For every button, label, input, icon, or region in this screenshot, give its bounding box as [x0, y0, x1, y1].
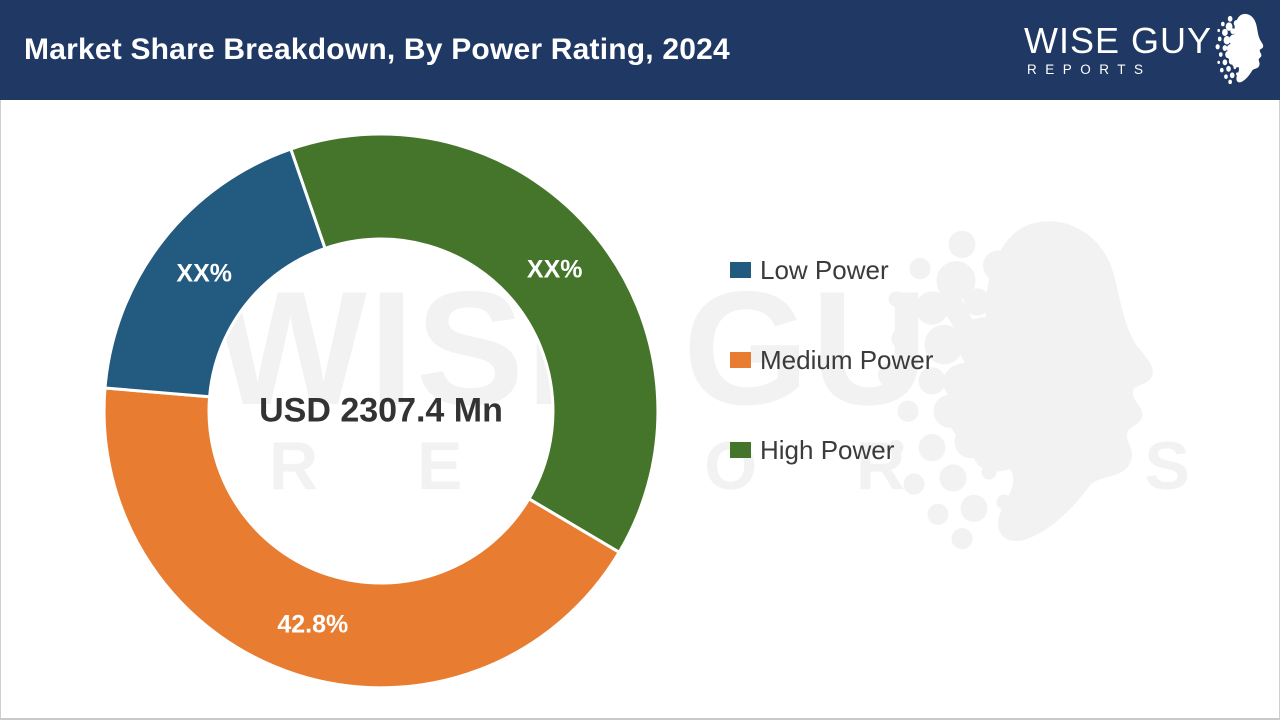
donut-segment-low-power: [103, 147, 327, 399]
chart-center-value: USD 2307.4 Mn: [259, 391, 503, 430]
brand-face-icon: [1214, 11, 1266, 89]
legend-item-medium-power: Medium Power: [730, 344, 933, 376]
segment-label: XX%: [527, 256, 583, 284]
legend-item-high-power: High Power: [730, 434, 933, 466]
legend-swatch-high-power: [730, 442, 751, 458]
segment-label: XX%: [176, 260, 232, 288]
brand-logo-text: WISE GUY REPORTS: [1023, 20, 1212, 78]
legend-swatch-low-power: [730, 262, 751, 278]
legend: Low Power Medium Power High Power: [730, 254, 933, 524]
chart-area: WISE GUY R E P O R T S XX% 42.8% XX% USD 2…: [0, 100, 1280, 720]
legend-item-low-power: Low Power: [730, 254, 933, 286]
legend-swatch-medium-power: [730, 352, 751, 368]
brand-subname: REPORTS: [1026, 62, 1152, 77]
donut-chart: XX% 42.8% XX%: [102, 132, 660, 690]
page-title: Market Share Breakdown, By Power Rating,…: [24, 33, 730, 66]
segment-label: 42.8%: [277, 610, 348, 638]
brand-logo: WISE GUY REPORTS: [1024, 9, 1266, 91]
donut-segment-medium-power: [102, 386, 621, 690]
header: Market Share Breakdown, By Power Rating,…: [0, 0, 1280, 100]
legend-label: High Power: [760, 435, 895, 465]
legend-label: Low Power: [760, 255, 889, 285]
legend-label: Medium Power: [760, 345, 934, 375]
brand-name: WISE GUY: [1023, 20, 1212, 61]
donut-segment-high-power: [289, 132, 660, 554]
